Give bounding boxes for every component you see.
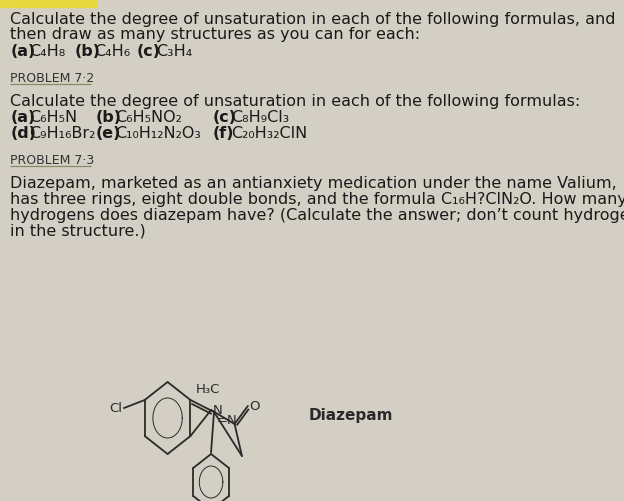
Text: C₉H₁₆Br₂: C₉H₁₆Br₂ — [29, 126, 95, 141]
Text: then draw as many structures as you can for each:: then draw as many structures as you can … — [10, 27, 421, 42]
Text: Calculate the degree of unsaturation in each of the following formulas, and: Calculate the degree of unsaturation in … — [10, 12, 616, 27]
Text: (d): (d) — [10, 126, 36, 141]
Text: C₆H₅N: C₆H₅N — [29, 110, 77, 125]
Text: H₃C: H₃C — [196, 383, 220, 396]
Text: C₈H₉Cl₃: C₈H₉Cl₃ — [232, 110, 290, 125]
Text: (a): (a) — [10, 110, 36, 125]
Text: (e): (e) — [95, 126, 121, 141]
Text: C₄H₆: C₄H₆ — [94, 44, 130, 59]
Text: N: N — [213, 404, 222, 417]
Text: Diazepam, marketed as an antianxiety medication under the name Valium,: Diazepam, marketed as an antianxiety med… — [10, 176, 617, 191]
Text: hydrogens does diazepam have? (Calculate the answer; don’t count hydrogens: hydrogens does diazepam have? (Calculate… — [10, 208, 624, 223]
Text: C₁₀H₁₂N₂O₃: C₁₀H₁₂N₂O₃ — [115, 126, 200, 141]
Text: (c): (c) — [137, 44, 161, 59]
Text: Diazepam: Diazepam — [309, 408, 393, 423]
Text: C₄H₈: C₄H₈ — [29, 44, 66, 59]
Text: Calculate the degree of unsaturation in each of the following formulas:: Calculate the degree of unsaturation in … — [10, 94, 580, 109]
Text: PROBLEM 7·3: PROBLEM 7·3 — [10, 154, 95, 167]
Text: (a): (a) — [10, 44, 36, 59]
Text: C₆H₅NO₂: C₆H₅NO₂ — [115, 110, 182, 125]
Bar — [0, 0, 95, 7]
Text: PROBLEM 7·2: PROBLEM 7·2 — [10, 72, 95, 85]
Text: (c): (c) — [212, 110, 236, 125]
Text: C₃H₄: C₃H₄ — [156, 44, 192, 59]
Text: in the structure.): in the structure.) — [10, 224, 146, 239]
Text: has three rings, eight double bonds, and the formula C₁₆H?ClN₂O. How many: has three rings, eight double bonds, and… — [10, 192, 624, 207]
Text: Cl: Cl — [109, 401, 122, 414]
Text: (b): (b) — [95, 110, 122, 125]
Text: (f): (f) — [212, 126, 234, 141]
Text: O: O — [249, 399, 260, 412]
Text: =N: =N — [217, 414, 238, 427]
Text: C₂₀H₃₂ClN: C₂₀H₃₂ClN — [232, 126, 308, 141]
Text: (b): (b) — [75, 44, 101, 59]
